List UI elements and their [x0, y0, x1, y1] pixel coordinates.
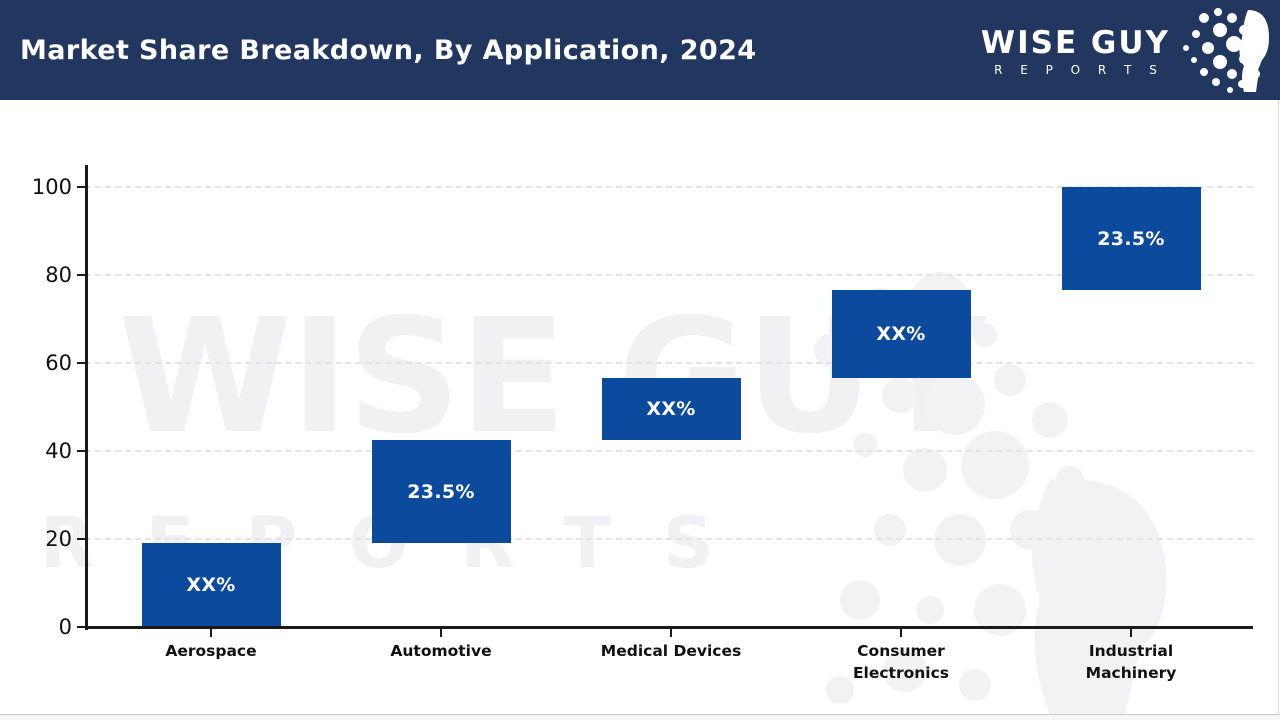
y-tick-0 — [77, 626, 85, 628]
bar-value-label: 23.5% — [407, 480, 475, 503]
gridline-100 — [85, 186, 1253, 188]
x-tick-3 — [670, 629, 672, 637]
y-tick-40 — [77, 450, 85, 452]
bar-medical-devices: XX% — [601, 378, 741, 440]
x-tick-5 — [1130, 629, 1132, 637]
brand-name: WISE GUY — [980, 25, 1170, 61]
y-tick-80 — [77, 274, 85, 276]
bar-value-label: XX% — [876, 323, 926, 346]
bar-value-label: XX% — [646, 398, 696, 421]
page-title: Market Share Breakdown, By Application, … — [20, 34, 757, 66]
y-tick-label-60: 60 — [45, 351, 72, 375]
gridline-80 — [85, 274, 1253, 276]
y-tick-label-0: 0 — [58, 615, 72, 639]
bar-industrial-machinery: 23.5% — [1061, 187, 1201, 291]
category-label-consumer-electronics: Consumer Electronics — [852, 642, 950, 682]
y-tick-60 — [77, 362, 85, 364]
y-axis-spine — [85, 165, 88, 630]
category-label-industrial-machinery: Industrial Machinery — [1085, 642, 1177, 682]
bar-value-label: 23.5% — [1097, 227, 1165, 250]
y-tick-label-40: 40 — [45, 439, 72, 463]
gridline-40 — [85, 450, 1253, 452]
face-dots-icon — [1183, 8, 1269, 93]
watermark-face-dots — [814, 272, 1167, 714]
gridline-60 — [85, 362, 1253, 364]
x-tick-1 — [210, 629, 212, 637]
x-tick-2 — [440, 629, 442, 637]
bar-consumer-electronics: XX% — [831, 290, 971, 379]
category-label-aerospace: Aerospace — [165, 642, 257, 660]
y-tick-label-80: 80 — [45, 263, 72, 287]
bar-automotive: 23.5% — [371, 440, 511, 544]
category-label-medical-devices: Medical Devices — [600, 642, 742, 660]
bar-aerospace: XX% — [141, 543, 281, 627]
brand-subname: R E P O R T S — [994, 63, 1164, 77]
brand-logo: WISE GUY R E P O R T S — [981, 0, 1270, 100]
y-tick-label-100: 100 — [31, 175, 72, 199]
gridline-20 — [85, 538, 1253, 540]
x-axis-spine — [85, 626, 1253, 629]
brand-logo-text: WISE GUY R E P O R T S — [980, 25, 1170, 77]
x-tick-4 — [900, 629, 902, 637]
category-label-automotive: Automotive — [390, 642, 492, 660]
footer-strip — [0, 714, 1280, 720]
bar-value-label: XX% — [186, 574, 236, 597]
y-tick-100 — [77, 186, 85, 188]
y-tick-20 — [77, 538, 85, 540]
header-bar: Market Share Breakdown, By Application, … — [0, 0, 1280, 100]
y-tick-label-20: 20 — [45, 527, 72, 551]
content-right-border — [1278, 100, 1279, 720]
